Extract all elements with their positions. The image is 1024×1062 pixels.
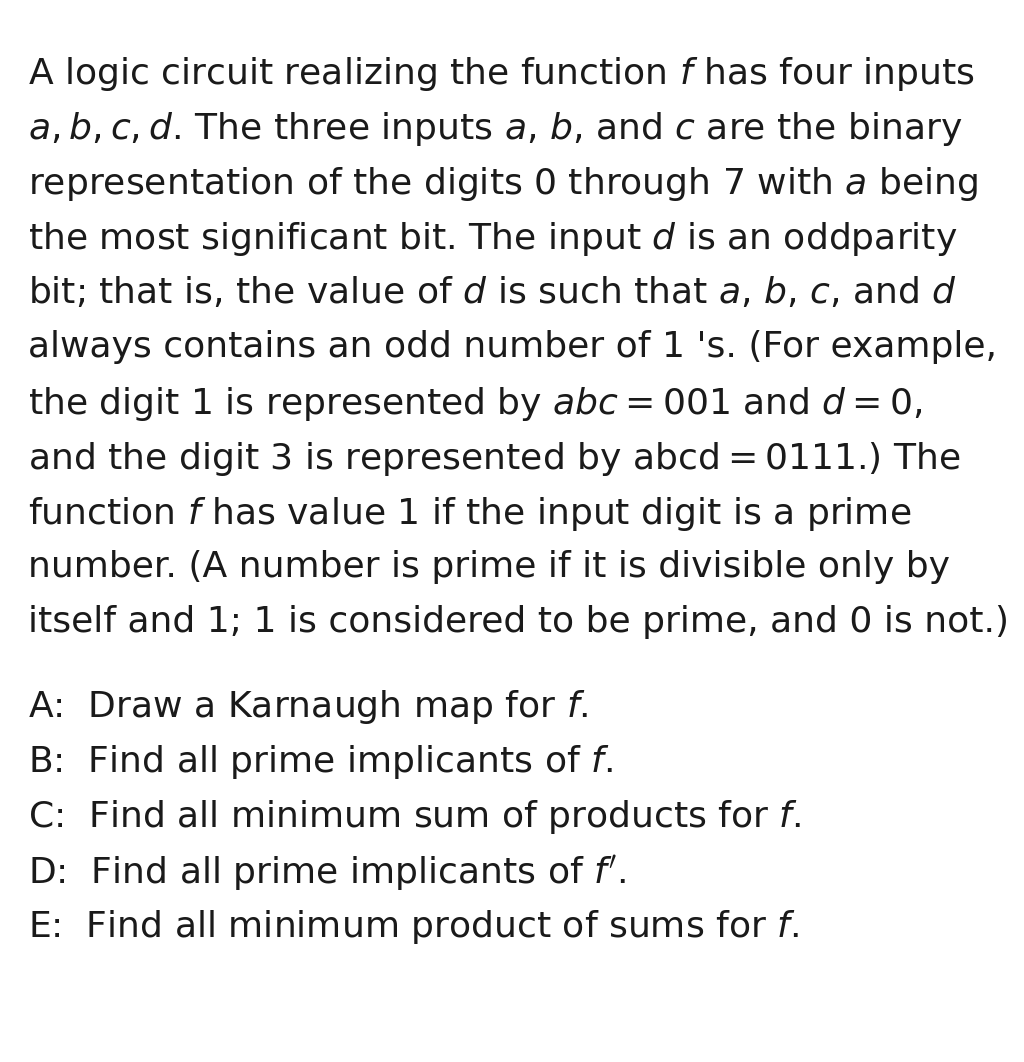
Text: the digit 1 is represented by $abc = 001$ and $d = 0$,: the digit 1 is represented by $abc = 001…	[28, 386, 923, 423]
Text: the most significant bit. The input $d$ is an oddparity: the most significant bit. The input $d$ …	[28, 220, 957, 258]
Text: A logic circuit realizing the function $f$ has four inputs: A logic circuit realizing the function $…	[28, 55, 975, 93]
Text: $a, b, c, d$. The three inputs $a$, $b$, and $c$ are the binary: $a, b, c, d$. The three inputs $a$, $b$,…	[28, 110, 963, 148]
Text: D:  Find all prime implicants of $f'$.: D: Find all prime implicants of $f'$.	[28, 853, 627, 893]
Text: and the digit 3 is represented by $\mathrm{abcd} = 0111$.) The: and the digit 3 is represented by $\math…	[28, 440, 961, 478]
Text: B:  Find all prime implicants of $f$.: B: Find all prime implicants of $f$.	[28, 743, 612, 781]
Text: bit; that is, the value of $d$ is such that $a$, $b$, $c$, and $d$: bit; that is, the value of $d$ is such t…	[28, 275, 956, 310]
Text: itself and 1; 1 is considered to be prime, and 0 is not.): itself and 1; 1 is considered to be prim…	[28, 605, 1009, 639]
Text: C:  Find all minimum sum of products for $f$.: C: Find all minimum sum of products for …	[28, 798, 802, 836]
Text: E:  Find all minimum product of sums for $f$.: E: Find all minimum product of sums for …	[28, 908, 799, 946]
Text: A:  Draw a Karnaugh map for $f$.: A: Draw a Karnaugh map for $f$.	[28, 688, 589, 726]
Text: representation of the digits 0 through 7 with $a$ being: representation of the digits 0 through 7…	[28, 165, 978, 203]
Text: always contains an odd number of 1 's. (For example,: always contains an odd number of 1 's. (…	[28, 330, 997, 364]
Text: function $f$ has value 1 if the input digit is a prime: function $f$ has value 1 if the input di…	[28, 495, 911, 533]
Text: number. (A number is prime if it is divisible only by: number. (A number is prime if it is divi…	[28, 550, 950, 584]
